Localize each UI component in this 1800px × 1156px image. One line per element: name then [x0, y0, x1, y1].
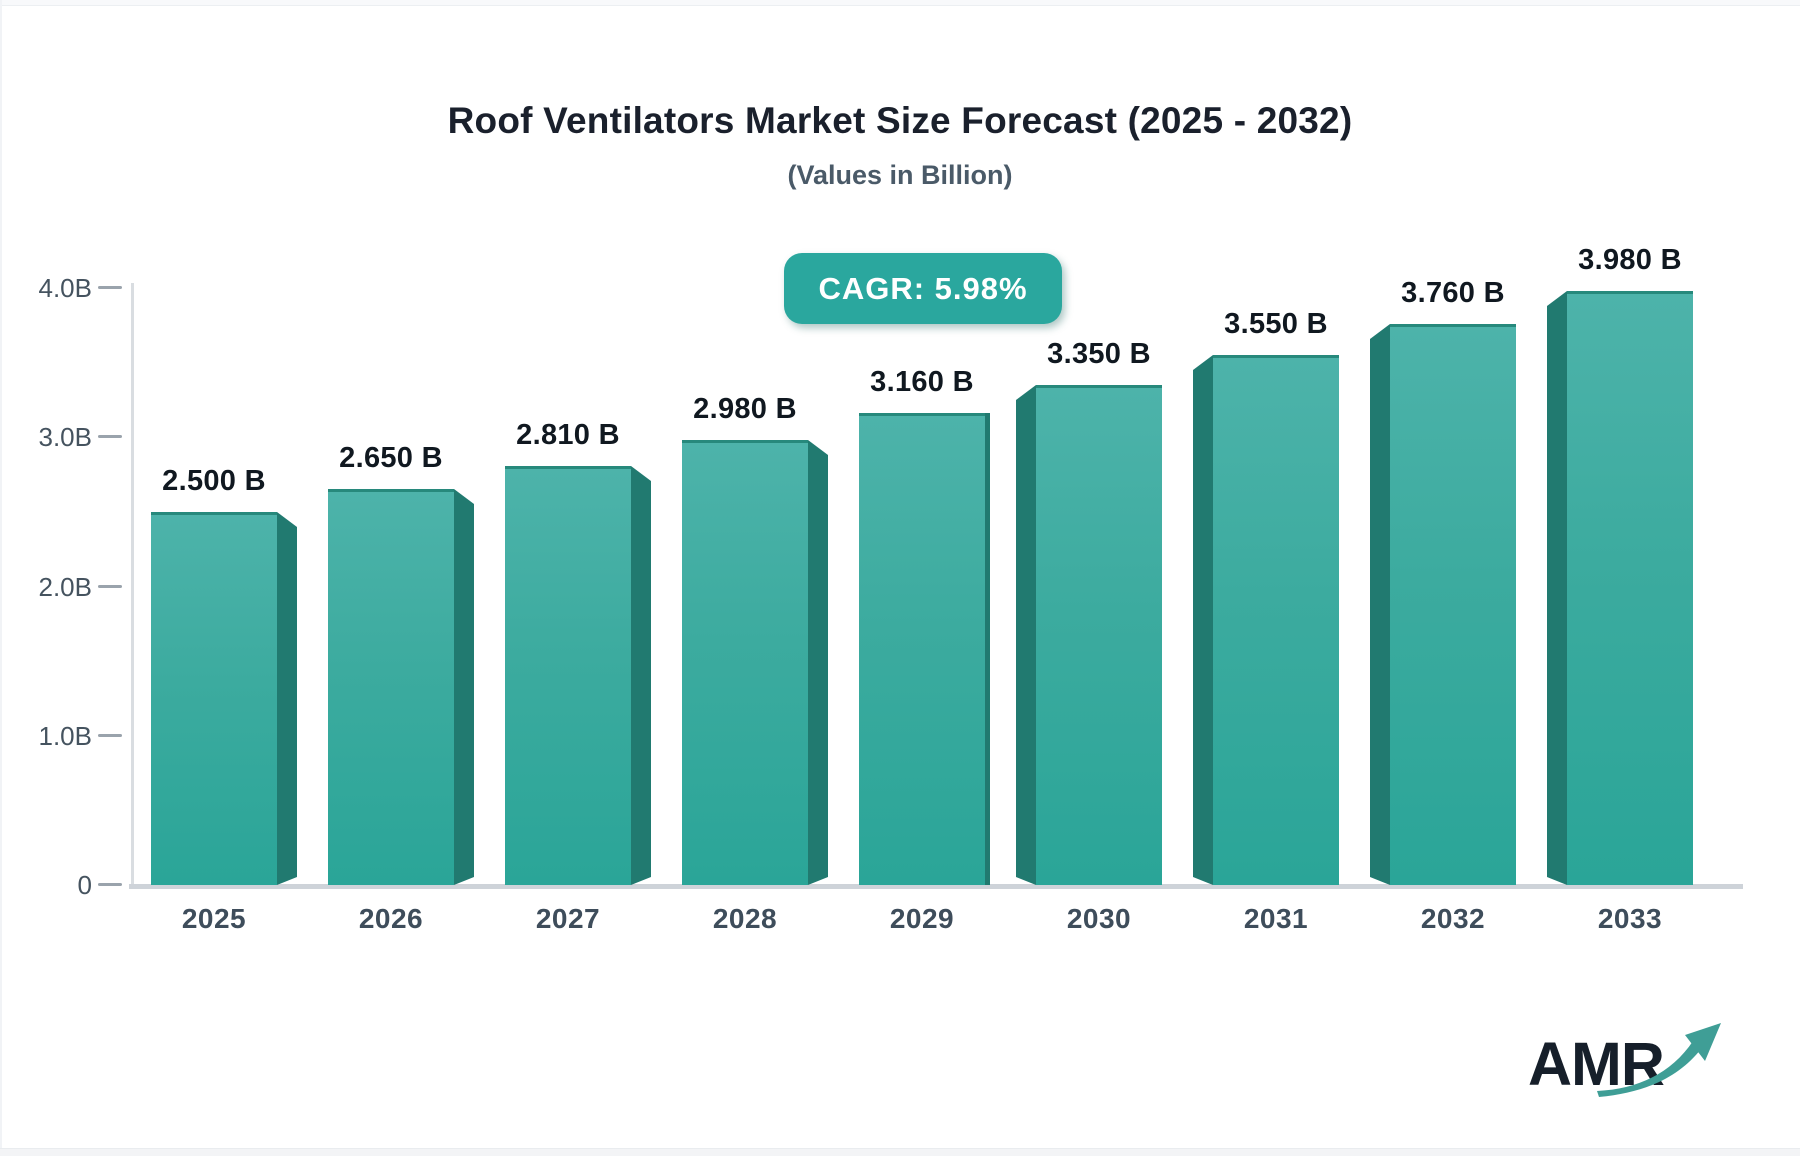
bar-2028: [682, 440, 808, 885]
y-axis-tick: [98, 734, 122, 737]
bar-side-face: [631, 466, 651, 885]
y-axis-tick: [98, 435, 122, 438]
y-axis-label: 4.0B: [38, 273, 93, 303]
x-axis-label: 2031: [1243, 903, 1309, 934]
bar-side-face: [1193, 355, 1213, 885]
y-axis-line: [131, 283, 134, 888]
x-axis-label: 2026: [358, 903, 424, 934]
bar-side-face: [985, 413, 990, 885]
growth-arrow-icon: [1597, 1023, 1721, 1097]
bar-side-face: [1016, 385, 1036, 885]
bar-side-face: [454, 489, 474, 885]
y-axis-tick: [98, 883, 122, 886]
bar-value-label: 2.980 B: [693, 393, 797, 425]
x-axis-label: 2028: [712, 903, 778, 934]
y-axis-tick: [98, 286, 122, 289]
chart-subtitle: (Values in Billion): [787, 160, 1013, 190]
page-top-border: [0, 0, 1800, 6]
bar-side-face: [1370, 324, 1390, 885]
bar-value-label: 3.160 B: [870, 366, 974, 398]
y-axis-label: 3.0B: [38, 422, 93, 452]
x-axis-label: 2030: [1066, 903, 1132, 934]
bar-value-label: 2.810 B: [516, 419, 620, 451]
bar-value-label: 3.760 B: [1401, 277, 1505, 309]
y-axis-label: 1.0B: [38, 721, 93, 751]
bar-2032: [1390, 324, 1516, 885]
x-axis-label: 2033: [1597, 903, 1663, 934]
amr-logo: AMR: [1510, 1015, 1750, 1125]
bar-2030: [1036, 385, 1162, 885]
y-axis-label: 0: [77, 870, 92, 900]
bar-2031: [1213, 355, 1339, 885]
bar-value-label: 3.550 B: [1224, 308, 1328, 340]
cagr-badge: CAGR: 5.98%: [784, 253, 1062, 324]
y-axis-label: 2.0B: [38, 572, 93, 602]
bar-2027: [505, 466, 631, 885]
page-left-border: [0, 0, 2, 1156]
bar-side-face: [1547, 291, 1567, 885]
bar-side-face: [808, 440, 828, 885]
bar-2026: [328, 489, 454, 885]
bar-2025: [151, 512, 277, 885]
chart-title: Roof Ventilators Market Size Forecast (2…: [447, 100, 1353, 141]
bar-value-label: 3.350 B: [1047, 338, 1151, 370]
page-bottom-border: [0, 1148, 1800, 1156]
x-axis-line: [129, 884, 1743, 889]
x-axis-label: 2027: [535, 903, 601, 934]
bar-2033: [1567, 291, 1693, 885]
y-axis-tick: [98, 585, 122, 588]
x-axis-label: 2025: [181, 903, 247, 934]
bar-value-label: 2.500 B: [162, 465, 266, 497]
bar-2029: [859, 413, 985, 885]
x-axis-label: 2029: [889, 903, 955, 934]
bar-side-face: [277, 512, 297, 885]
bar-value-label: 3.980 B: [1578, 244, 1682, 276]
bar-value-label: 2.650 B: [339, 442, 443, 474]
x-axis-label: 2032: [1420, 903, 1486, 934]
